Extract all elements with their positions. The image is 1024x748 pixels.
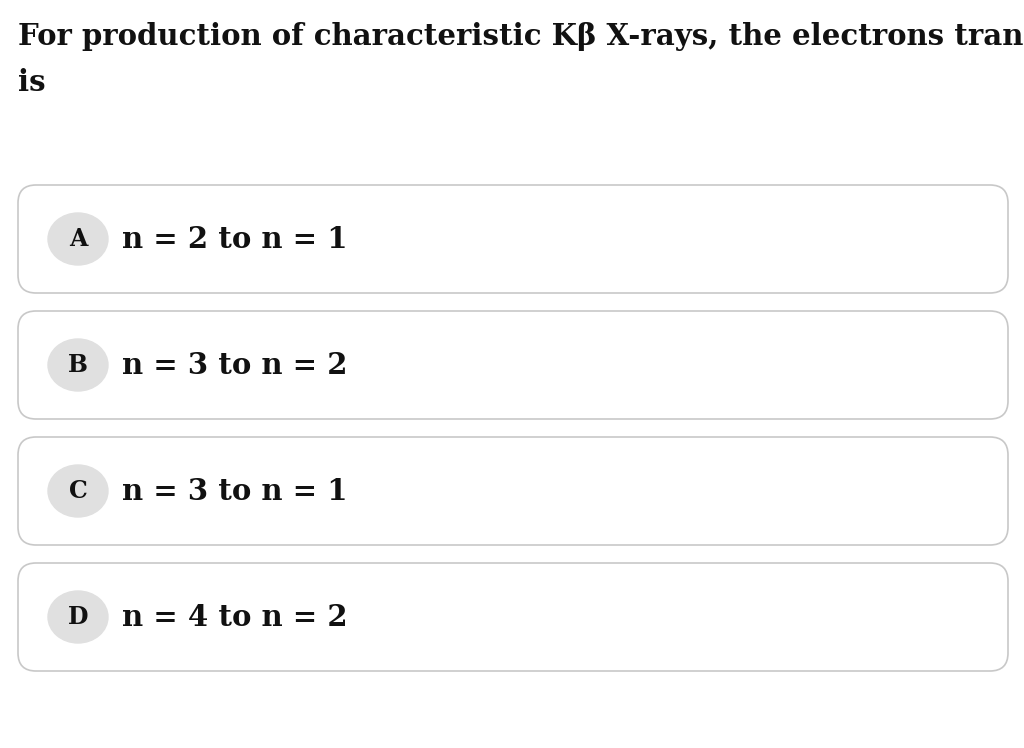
Ellipse shape <box>48 591 108 643</box>
FancyBboxPatch shape <box>18 311 1008 419</box>
Text: A: A <box>69 227 87 251</box>
FancyBboxPatch shape <box>18 185 1008 293</box>
Text: n = 3 to n = 1: n = 3 to n = 1 <box>122 476 347 506</box>
Text: C: C <box>69 479 87 503</box>
Ellipse shape <box>48 465 108 517</box>
FancyBboxPatch shape <box>18 563 1008 671</box>
Ellipse shape <box>48 339 108 391</box>
Text: D: D <box>68 605 88 629</box>
Text: B: B <box>68 353 88 377</box>
Text: For production of characteristic Kβ X-rays, the electrons transition: For production of characteristic Kβ X-ra… <box>18 22 1024 51</box>
Text: n = 2 to n = 1: n = 2 to n = 1 <box>122 224 347 254</box>
Ellipse shape <box>48 213 108 265</box>
Text: n = 3 to n = 2: n = 3 to n = 2 <box>122 351 347 379</box>
FancyBboxPatch shape <box>18 437 1008 545</box>
Text: n = 4 to n = 2: n = 4 to n = 2 <box>122 602 347 631</box>
Text: is: is <box>18 68 46 97</box>
